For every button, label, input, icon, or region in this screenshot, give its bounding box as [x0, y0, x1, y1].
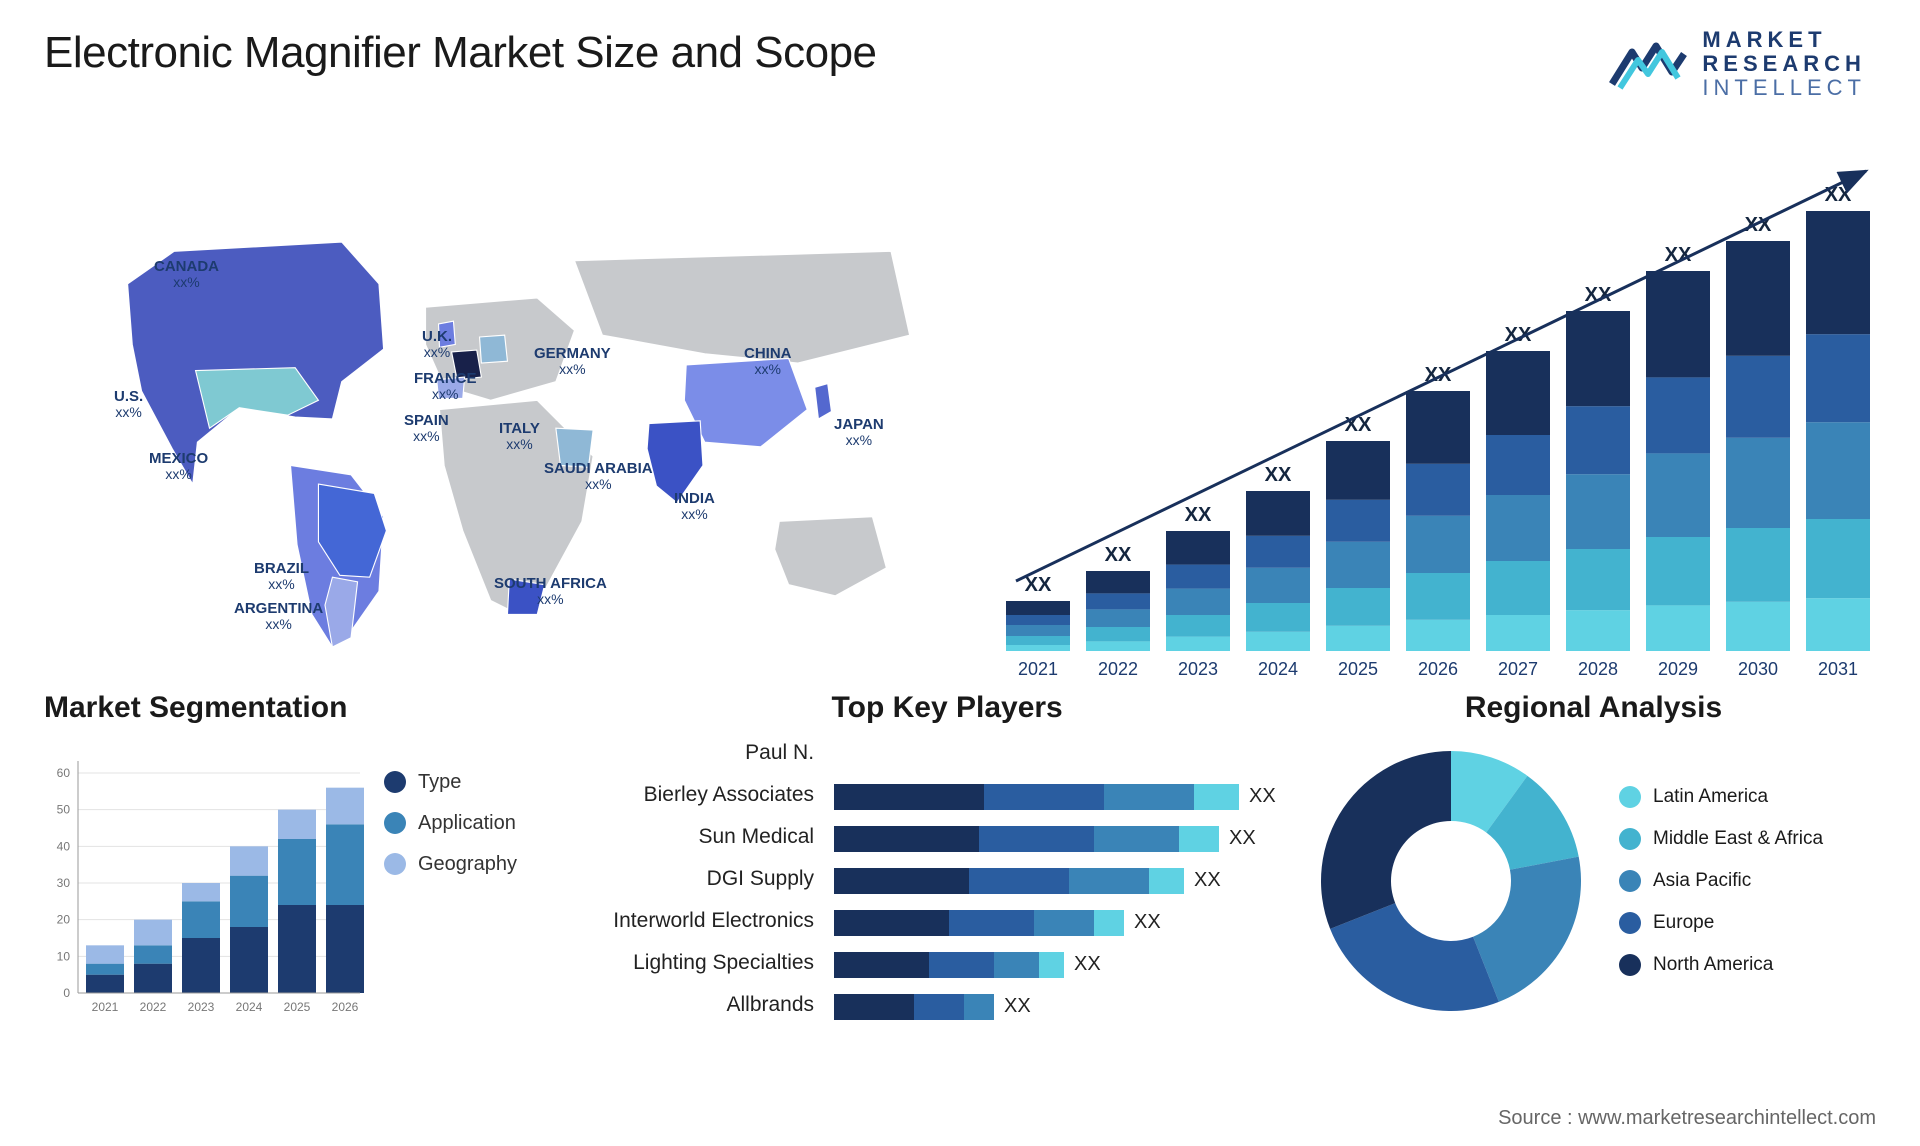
- upper-row: CANADAxx% U.S.xx% MEXICOxx% BRAZILxx% ARGENT…: [44, 121, 1876, 681]
- map-label-spain: SPAINxx%: [404, 413, 449, 445]
- segmentation-chart: 0 10 20 30 40 50 60 2021 2022 2023 2024 2025 2026: [44, 741, 364, 1021]
- regional-panel: Regional Analysis Latin America Middle Ea…: [1311, 691, 1876, 1021]
- svg-text:2023: 2023: [188, 1000, 215, 1014]
- player-bar-row: XX: [834, 867, 1276, 895]
- svg-text:2021: 2021: [92, 1000, 119, 1014]
- map-label-france: FRANCExx%: [414, 371, 477, 403]
- regional-legend-item: Asia Pacific: [1619, 870, 1823, 892]
- map-label-uk: U.K.xx%: [422, 329, 452, 361]
- segmentation-title: Market Segmentation: [44, 691, 583, 725]
- player-bar-row: XX: [834, 993, 1276, 1021]
- map-label-us: U.S.xx%: [114, 389, 143, 421]
- svg-text:2025: 2025: [1338, 659, 1378, 679]
- svg-text:XX: XX: [1025, 574, 1052, 596]
- logo-text: MARKET RESEARCH INTELLECT: [1702, 28, 1866, 101]
- player-bar-row: XX: [834, 951, 1276, 979]
- player-label: DGI Supply: [613, 867, 814, 895]
- svg-text:50: 50: [57, 802, 71, 816]
- svg-text:2028: 2028: [1578, 659, 1618, 679]
- player-label: Bierley Associates: [613, 783, 814, 811]
- svg-text:2021: 2021: [1018, 659, 1058, 679]
- svg-text:2030: 2030: [1738, 659, 1778, 679]
- svg-text:2022: 2022: [140, 1000, 167, 1014]
- svg-text:2031: 2031: [1818, 659, 1858, 679]
- map-label-argentina: ARGENTINAxx%: [234, 601, 323, 633]
- regional-donut: [1311, 741, 1591, 1021]
- header: Electronic Magnifier Market Size and Sco…: [44, 28, 1876, 101]
- player-label: Sun Medical: [613, 825, 814, 853]
- player-bar-row: XX: [834, 783, 1276, 811]
- players-panel: Top Key Players Paul N. Bierley Associate…: [613, 691, 1281, 1021]
- svg-text:0: 0: [63, 986, 70, 1000]
- player-value: XX: [1249, 785, 1276, 808]
- svg-text:XX: XX: [1105, 544, 1132, 566]
- player-bar-row: XX: [834, 825, 1276, 853]
- svg-text:2023: 2023: [1178, 659, 1218, 679]
- players-labels: Paul N. Bierley Associates Sun Medical DGI …: [613, 741, 814, 1021]
- svg-text:2022: 2022: [1098, 659, 1138, 679]
- svg-text:2024: 2024: [236, 1000, 263, 1014]
- players-title: Top Key Players: [613, 691, 1281, 725]
- svg-text:2025: 2025: [284, 1000, 311, 1014]
- svg-text:2026: 2026: [332, 1000, 359, 1014]
- source-citation: Source : www.marketresearchintellect.com: [1498, 1107, 1876, 1130]
- page-root: Electronic Magnifier Market Size and Sco…: [0, 0, 1920, 1146]
- regional-legend-item: Europe: [1619, 912, 1823, 934]
- map-label-southafrica: SOUTH AFRICAxx%: [494, 576, 607, 608]
- page-title: Electronic Magnifier Market Size and Sco…: [44, 28, 877, 78]
- player-value: XX: [1074, 953, 1101, 976]
- regional-legend-item: North America: [1619, 954, 1823, 976]
- svg-text:20: 20: [57, 912, 71, 926]
- svg-text:10: 10: [57, 949, 71, 963]
- player-value: XX: [1134, 911, 1161, 934]
- player-label: Lighting Specialties: [613, 951, 814, 979]
- regional-title: Regional Analysis: [1311, 691, 1876, 725]
- player-bar-row: XX: [834, 909, 1276, 937]
- map-label-mexico: MEXICOxx%: [149, 451, 208, 483]
- segmentation-panel: Market Segmentation 0 10 20 30 40 50 60 2021 202…: [44, 691, 583, 1021]
- seg-legend-item: Application: [384, 812, 517, 835]
- player-value: XX: [1004, 995, 1031, 1018]
- svg-text:XX: XX: [1185, 504, 1212, 526]
- svg-text:30: 30: [57, 876, 71, 890]
- regional-legend-item: Latin America: [1619, 786, 1823, 808]
- svg-text:2026: 2026: [1418, 659, 1458, 679]
- svg-text:60: 60: [57, 766, 71, 780]
- map-label-italy: ITALYxx%: [499, 421, 540, 453]
- map-label-canada: CANADAxx%: [154, 259, 219, 291]
- svg-text:2029: 2029: [1658, 659, 1698, 679]
- regional-legend: Latin America Middle East & Africa Asia Pa…: [1619, 786, 1823, 976]
- map-label-brazil: BRAZILxx%: [254, 561, 309, 593]
- map-label-japan: JAPANxx%: [834, 417, 884, 449]
- players-bars: XX XX XX XX XX XX: [834, 741, 1276, 1021]
- svg-text:40: 40: [57, 839, 71, 853]
- seg-legend-item: Type: [384, 771, 517, 794]
- regional-legend-item: Middle East & Africa: [1619, 828, 1823, 850]
- player-label: Interworld Electronics: [613, 909, 814, 937]
- svg-text:XX: XX: [1265, 464, 1292, 486]
- seg-legend-item: Geography: [384, 853, 517, 876]
- segmentation-legend: Type Application Geography: [384, 771, 517, 876]
- brand-logo: MARKET RESEARCH INTELLECT: [1608, 28, 1866, 101]
- player-value: XX: [1229, 827, 1256, 850]
- svg-text:2024: 2024: [1258, 659, 1298, 679]
- player-bar-row: [834, 741, 1276, 769]
- world-map: CANADAxx% U.S.xx% MEXICOxx% BRAZILxx% ARGENT…: [44, 121, 956, 661]
- map-label-india: INDIAxx%: [674, 491, 715, 523]
- player-label: Paul N.: [613, 741, 814, 769]
- svg-text:2027: 2027: [1498, 659, 1538, 679]
- player-value: XX: [1194, 869, 1221, 892]
- lower-row: Market Segmentation 0 10 20 30 40 50 60 2021 202…: [44, 691, 1876, 1021]
- growth-bar-chart: 2021XX2022XX2023XX2024XX2025XX2026XX2027…: [996, 121, 1876, 681]
- map-label-germany: GERMANYxx%: [534, 346, 611, 378]
- logo-swoosh-icon: [1608, 32, 1688, 96]
- map-label-saudiarabia: SAUDI ARABIAxx%: [544, 461, 653, 493]
- map-label-china: CHINAxx%: [744, 346, 792, 378]
- player-label: Allbrands: [613, 993, 814, 1021]
